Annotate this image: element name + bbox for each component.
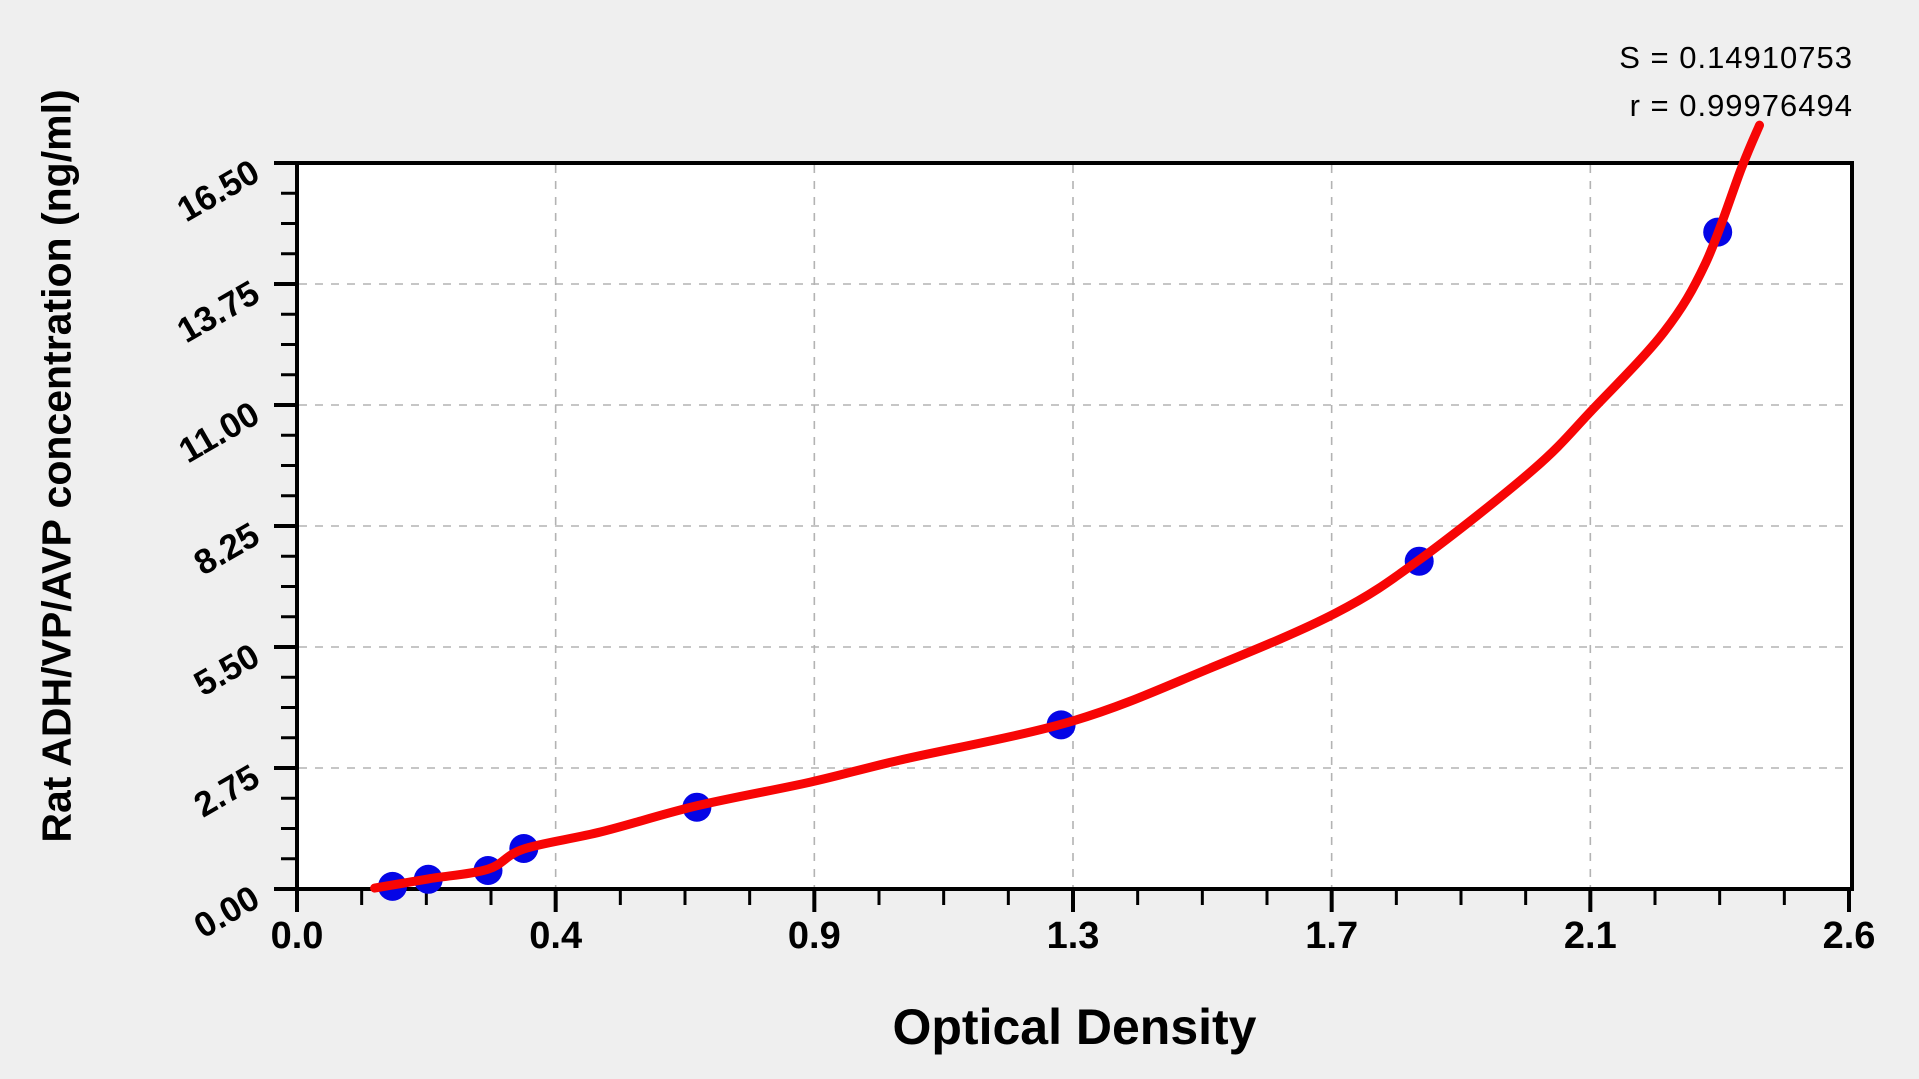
- x-tick-label: 1.3: [1047, 915, 1100, 957]
- fit-stat-r: r = 0.99976494: [1629, 88, 1853, 123]
- y-tick-label: 13.75: [171, 273, 266, 351]
- y-tick-label: 2.75: [188, 757, 266, 825]
- x-tick-label: 2.6: [1823, 915, 1876, 957]
- y-tick-label: 11.00: [172, 394, 266, 471]
- y-tick-label: 5.50: [188, 636, 266, 704]
- x-tick-label: 0.4: [529, 915, 582, 957]
- y-tick-label: 16.50: [171, 152, 266, 230]
- y-tick-label: 0.00: [188, 878, 266, 946]
- x-tick-label: 1.7: [1305, 915, 1358, 957]
- y-axis-title: Rat ADH/VP/AVP concentration (ng/ml): [33, 89, 80, 843]
- grid-layer: [299, 165, 1850, 887]
- x-axis-title: Optical Density: [892, 999, 1257, 1055]
- fit-curve-line: [370, 120, 1764, 893]
- fit-stat-s: S = 0.14910753: [1619, 40, 1853, 75]
- x-tick-label: 2.1: [1564, 915, 1617, 957]
- x-tick-label: 0.9: [788, 915, 841, 957]
- tick-layer: [274, 161, 1851, 912]
- y-tick-label: 8.25: [188, 515, 266, 583]
- x-tick-label: 0.0: [271, 915, 324, 957]
